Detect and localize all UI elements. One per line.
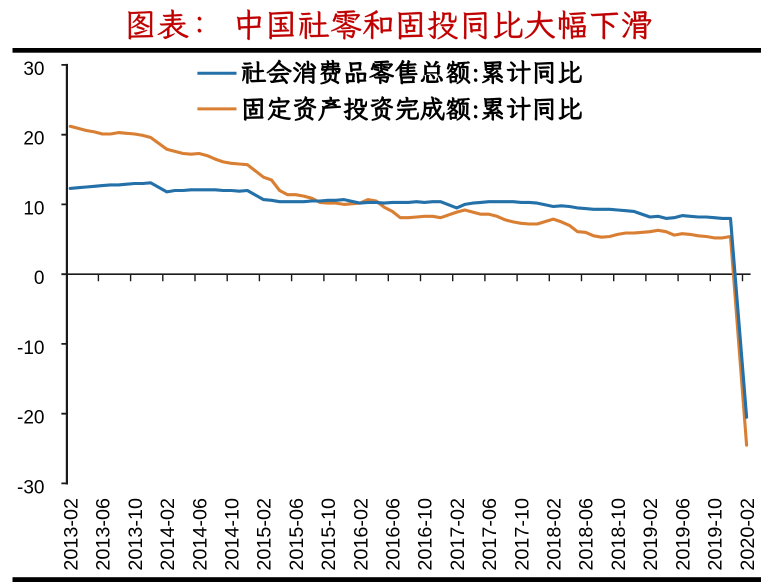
svg-text:0: 0 [34, 268, 45, 289]
svg-text:2014-02: 2014-02 [157, 498, 179, 571]
svg-text:-10: -10 [17, 338, 44, 359]
svg-text:2019-06: 2019-06 [672, 498, 694, 571]
svg-text:2019-10: 2019-10 [705, 498, 727, 571]
svg-text:2020-02: 2020-02 [737, 498, 759, 571]
svg-text:2019-02: 2019-02 [640, 498, 662, 571]
svg-text:2018-06: 2018-06 [576, 498, 598, 571]
svg-text:2014-06: 2014-06 [189, 498, 211, 571]
svg-text:2016-10: 2016-10 [415, 498, 437, 571]
svg-text:2017-10: 2017-10 [511, 498, 533, 571]
svg-text:-20: -20 [17, 408, 44, 429]
svg-text:10: 10 [23, 198, 44, 219]
svg-text:2013-06: 2013-06 [93, 498, 115, 571]
svg-text:2013-02: 2013-02 [60, 498, 82, 571]
svg-text:2014-10: 2014-10 [222, 498, 244, 571]
svg-text:20: 20 [23, 129, 44, 150]
svg-text:2015-10: 2015-10 [318, 498, 340, 571]
svg-text:2015-06: 2015-06 [286, 498, 308, 571]
svg-text:2015-02: 2015-02 [254, 498, 276, 571]
svg-text:-30: -30 [17, 477, 44, 498]
svg-text:2017-02: 2017-02 [447, 498, 469, 571]
svg-text:2018-10: 2018-10 [608, 498, 630, 571]
svg-text:2016-06: 2016-06 [383, 498, 405, 571]
svg-text:30: 30 [23, 59, 44, 80]
svg-text:2018-02: 2018-02 [544, 498, 566, 571]
svg-text:2013-10: 2013-10 [125, 498, 147, 571]
svg-text:2017-06: 2017-06 [479, 498, 501, 571]
svg-text:2016-02: 2016-02 [350, 498, 372, 571]
